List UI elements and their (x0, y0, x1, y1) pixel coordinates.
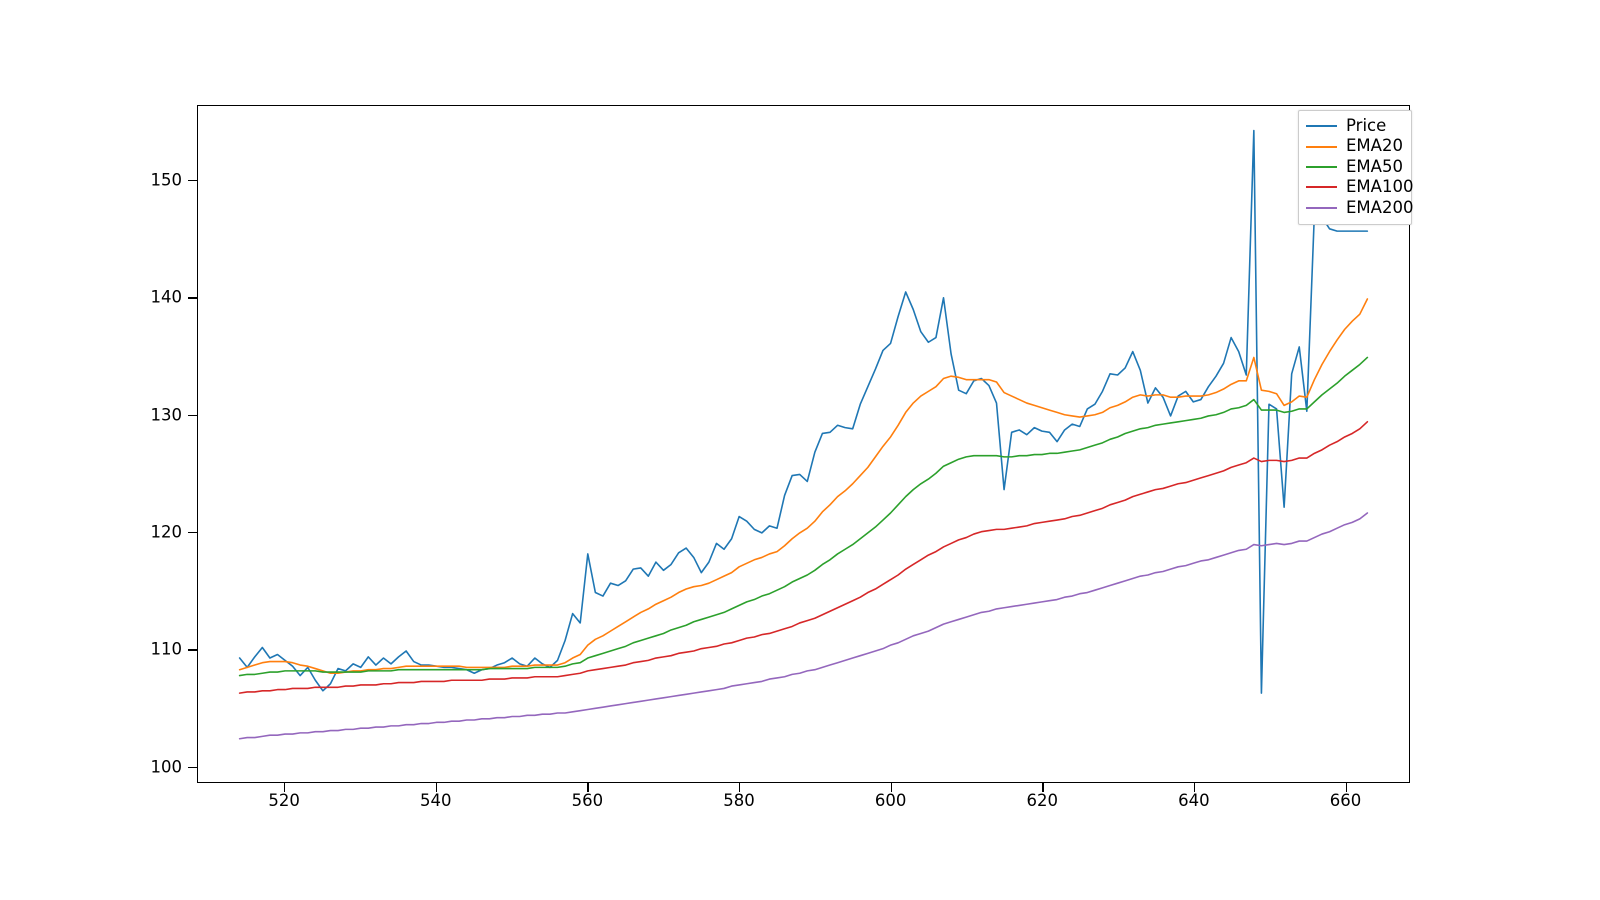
legend-item-ema100[interactable]: EMA100 (1306, 177, 1413, 197)
y-tick-mark (188, 414, 197, 416)
x-tick-label: 660 (1329, 791, 1362, 810)
x-tick-mark (587, 783, 589, 792)
legend-label: EMA100 (1346, 177, 1414, 197)
y-tick-label: 140 (150, 287, 183, 307)
x-tick-label: 600 (874, 791, 907, 810)
x-tick-mark (1042, 783, 1044, 792)
x-tick-label: 580 (723, 791, 755, 810)
x-axis-tick-labels: 520 540 560 580 600 620 640 660 (0, 791, 1600, 817)
x-tick-label: 560 (571, 791, 604, 810)
legend-label: EMA50 (1346, 156, 1403, 176)
legend-item-ema20[interactable]: EMA20 (1306, 136, 1404, 156)
y-tick-mark (188, 649, 197, 651)
series-line-price (238, 129, 1369, 694)
y-tick-mark (188, 297, 197, 299)
series-line-ema100 (238, 420, 1369, 694)
y-tick-mark (188, 531, 197, 534)
x-tick-label: 540 (420, 791, 452, 810)
x-tick-mark (284, 783, 286, 792)
series-line-ema50 (238, 356, 1369, 677)
legend-item-price[interactable]: Price (1306, 116, 1404, 136)
chart-legend: Price EMA20 EMA50 EMA100 EMA200 (1298, 110, 1413, 225)
x-tick-mark (435, 783, 438, 792)
y-tick-mark (188, 180, 197, 182)
x-tick-mark (1193, 783, 1196, 792)
x-tick-label: 640 (1178, 791, 1210, 810)
y-tick-label: 130 (150, 405, 183, 425)
legend-label: EMA200 (1346, 197, 1414, 217)
legend-color-swatch (1306, 165, 1337, 168)
series-line-ema20 (238, 298, 1369, 675)
x-tick-mark (890, 783, 892, 792)
legend-color-swatch (1306, 145, 1337, 148)
legend-color-swatch (1306, 125, 1337, 128)
y-tick-label: 120 (150, 522, 183, 542)
legend-color-swatch (1306, 206, 1337, 209)
legend-color-swatch (1306, 186, 1337, 189)
x-tick-label: 520 (268, 791, 300, 810)
y-axis-tick-labels: 100 110 120 130 140 150 (120, 105, 183, 783)
y-tick-label: 110 (150, 639, 183, 659)
legend-label: Price (1346, 115, 1387, 135)
y-tick-label: 150 (150, 170, 183, 190)
x-tick-mark (1345, 783, 1347, 792)
legend-item-ema200[interactable]: EMA200 (1306, 198, 1413, 218)
plot-area (197, 105, 1410, 783)
series-line-ema200 (238, 512, 1369, 740)
x-tick-label: 620 (1026, 791, 1059, 810)
y-tick-mark (188, 766, 197, 768)
legend-label: EMA20 (1346, 136, 1403, 156)
x-tick-mark (739, 783, 741, 792)
series-canvas (238, 129, 1369, 740)
y-tick-label: 100 (150, 757, 183, 777)
legend-item-ema50[interactable]: EMA50 (1306, 157, 1404, 177)
